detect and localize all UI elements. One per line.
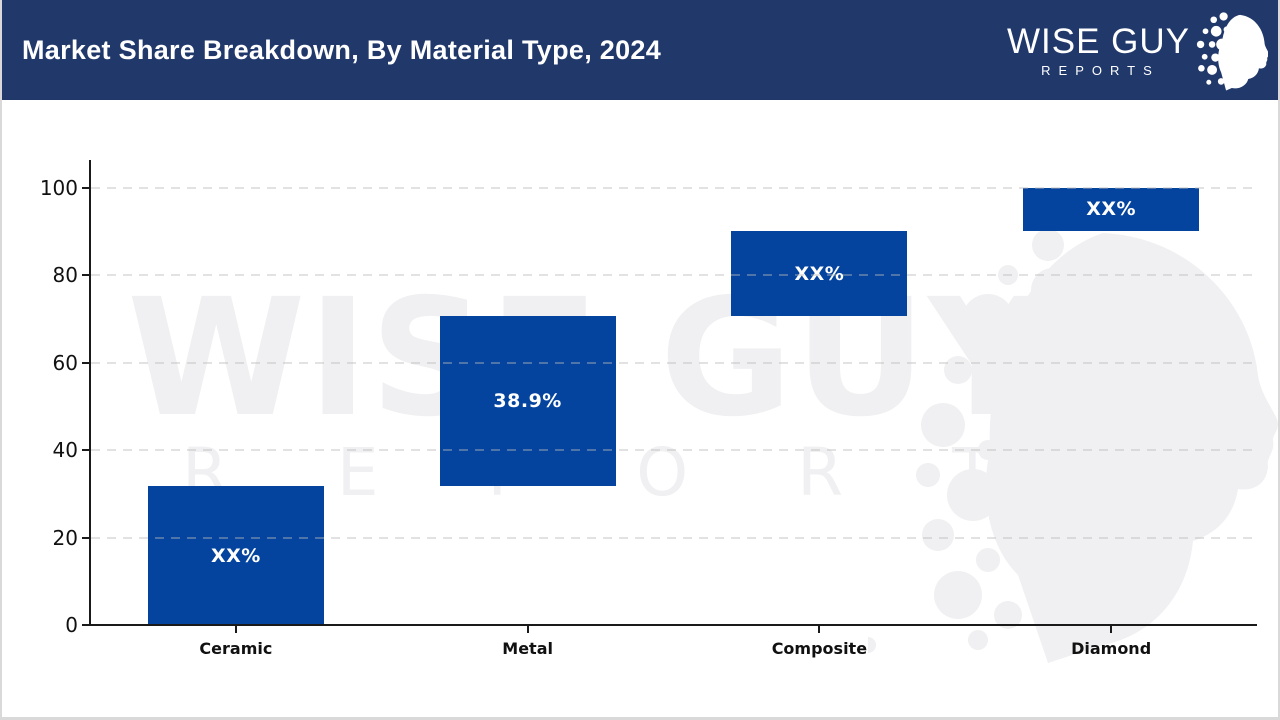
category-label: Diamond	[1071, 639, 1152, 658]
category-label: Ceramic	[199, 639, 273, 658]
x-tick	[526, 626, 529, 633]
y-tick-label: 40	[52, 438, 78, 462]
category-label: Composite	[771, 639, 868, 658]
bar: XX%	[147, 486, 324, 625]
y-tick	[82, 449, 90, 451]
y-tick	[82, 536, 90, 539]
logo-reports-text: REPORTS	[1041, 63, 1160, 78]
gridline	[91, 449, 1258, 451]
bar: XX%	[1023, 187, 1200, 232]
gridline	[91, 186, 1258, 189]
x-tick	[234, 626, 237, 633]
y-axis-line	[89, 160, 91, 626]
x-tick	[1110, 626, 1113, 633]
y-tick-label: 0	[65, 613, 78, 637]
y-tick	[82, 624, 90, 626]
bar: XX%	[731, 231, 908, 317]
gridline	[91, 274, 1258, 276]
logo-wordmark: WISE GUY REPORTS	[1007, 24, 1190, 78]
y-tick-label: 80	[52, 263, 78, 287]
header-bar: Market Share Breakdown, By Material Type…	[2, 0, 1278, 100]
y-tick-label: 20	[52, 525, 78, 550]
x-tick	[818, 626, 821, 633]
y-tick-label: 100	[39, 175, 78, 200]
gridline	[91, 536, 1258, 539]
y-tick	[82, 274, 90, 276]
x-axis-line	[89, 624, 1257, 626]
y-tick	[82, 186, 90, 189]
bar-label: XX%	[794, 262, 845, 285]
bar-label: 38.9%	[493, 390, 562, 413]
y-tick-label: 60	[52, 350, 78, 375]
logo-wiseguy-text: WISE GUY	[1006, 22, 1190, 61]
watermark-head-icon	[868, 229, 1278, 663]
y-tick	[82, 361, 90, 364]
bar-label: XX%	[1086, 198, 1137, 221]
wiseguy-logo: WISE GUY REPORTS	[1007, 8, 1268, 94]
category-label: Metal	[502, 639, 553, 658]
bar: 38.9%	[439, 316, 616, 487]
logo-head-icon	[1196, 12, 1268, 91]
page-title: Market Share Breakdown, By Material Type…	[22, 34, 662, 65]
bar-label: XX%	[210, 544, 261, 567]
gridline	[91, 361, 1258, 364]
